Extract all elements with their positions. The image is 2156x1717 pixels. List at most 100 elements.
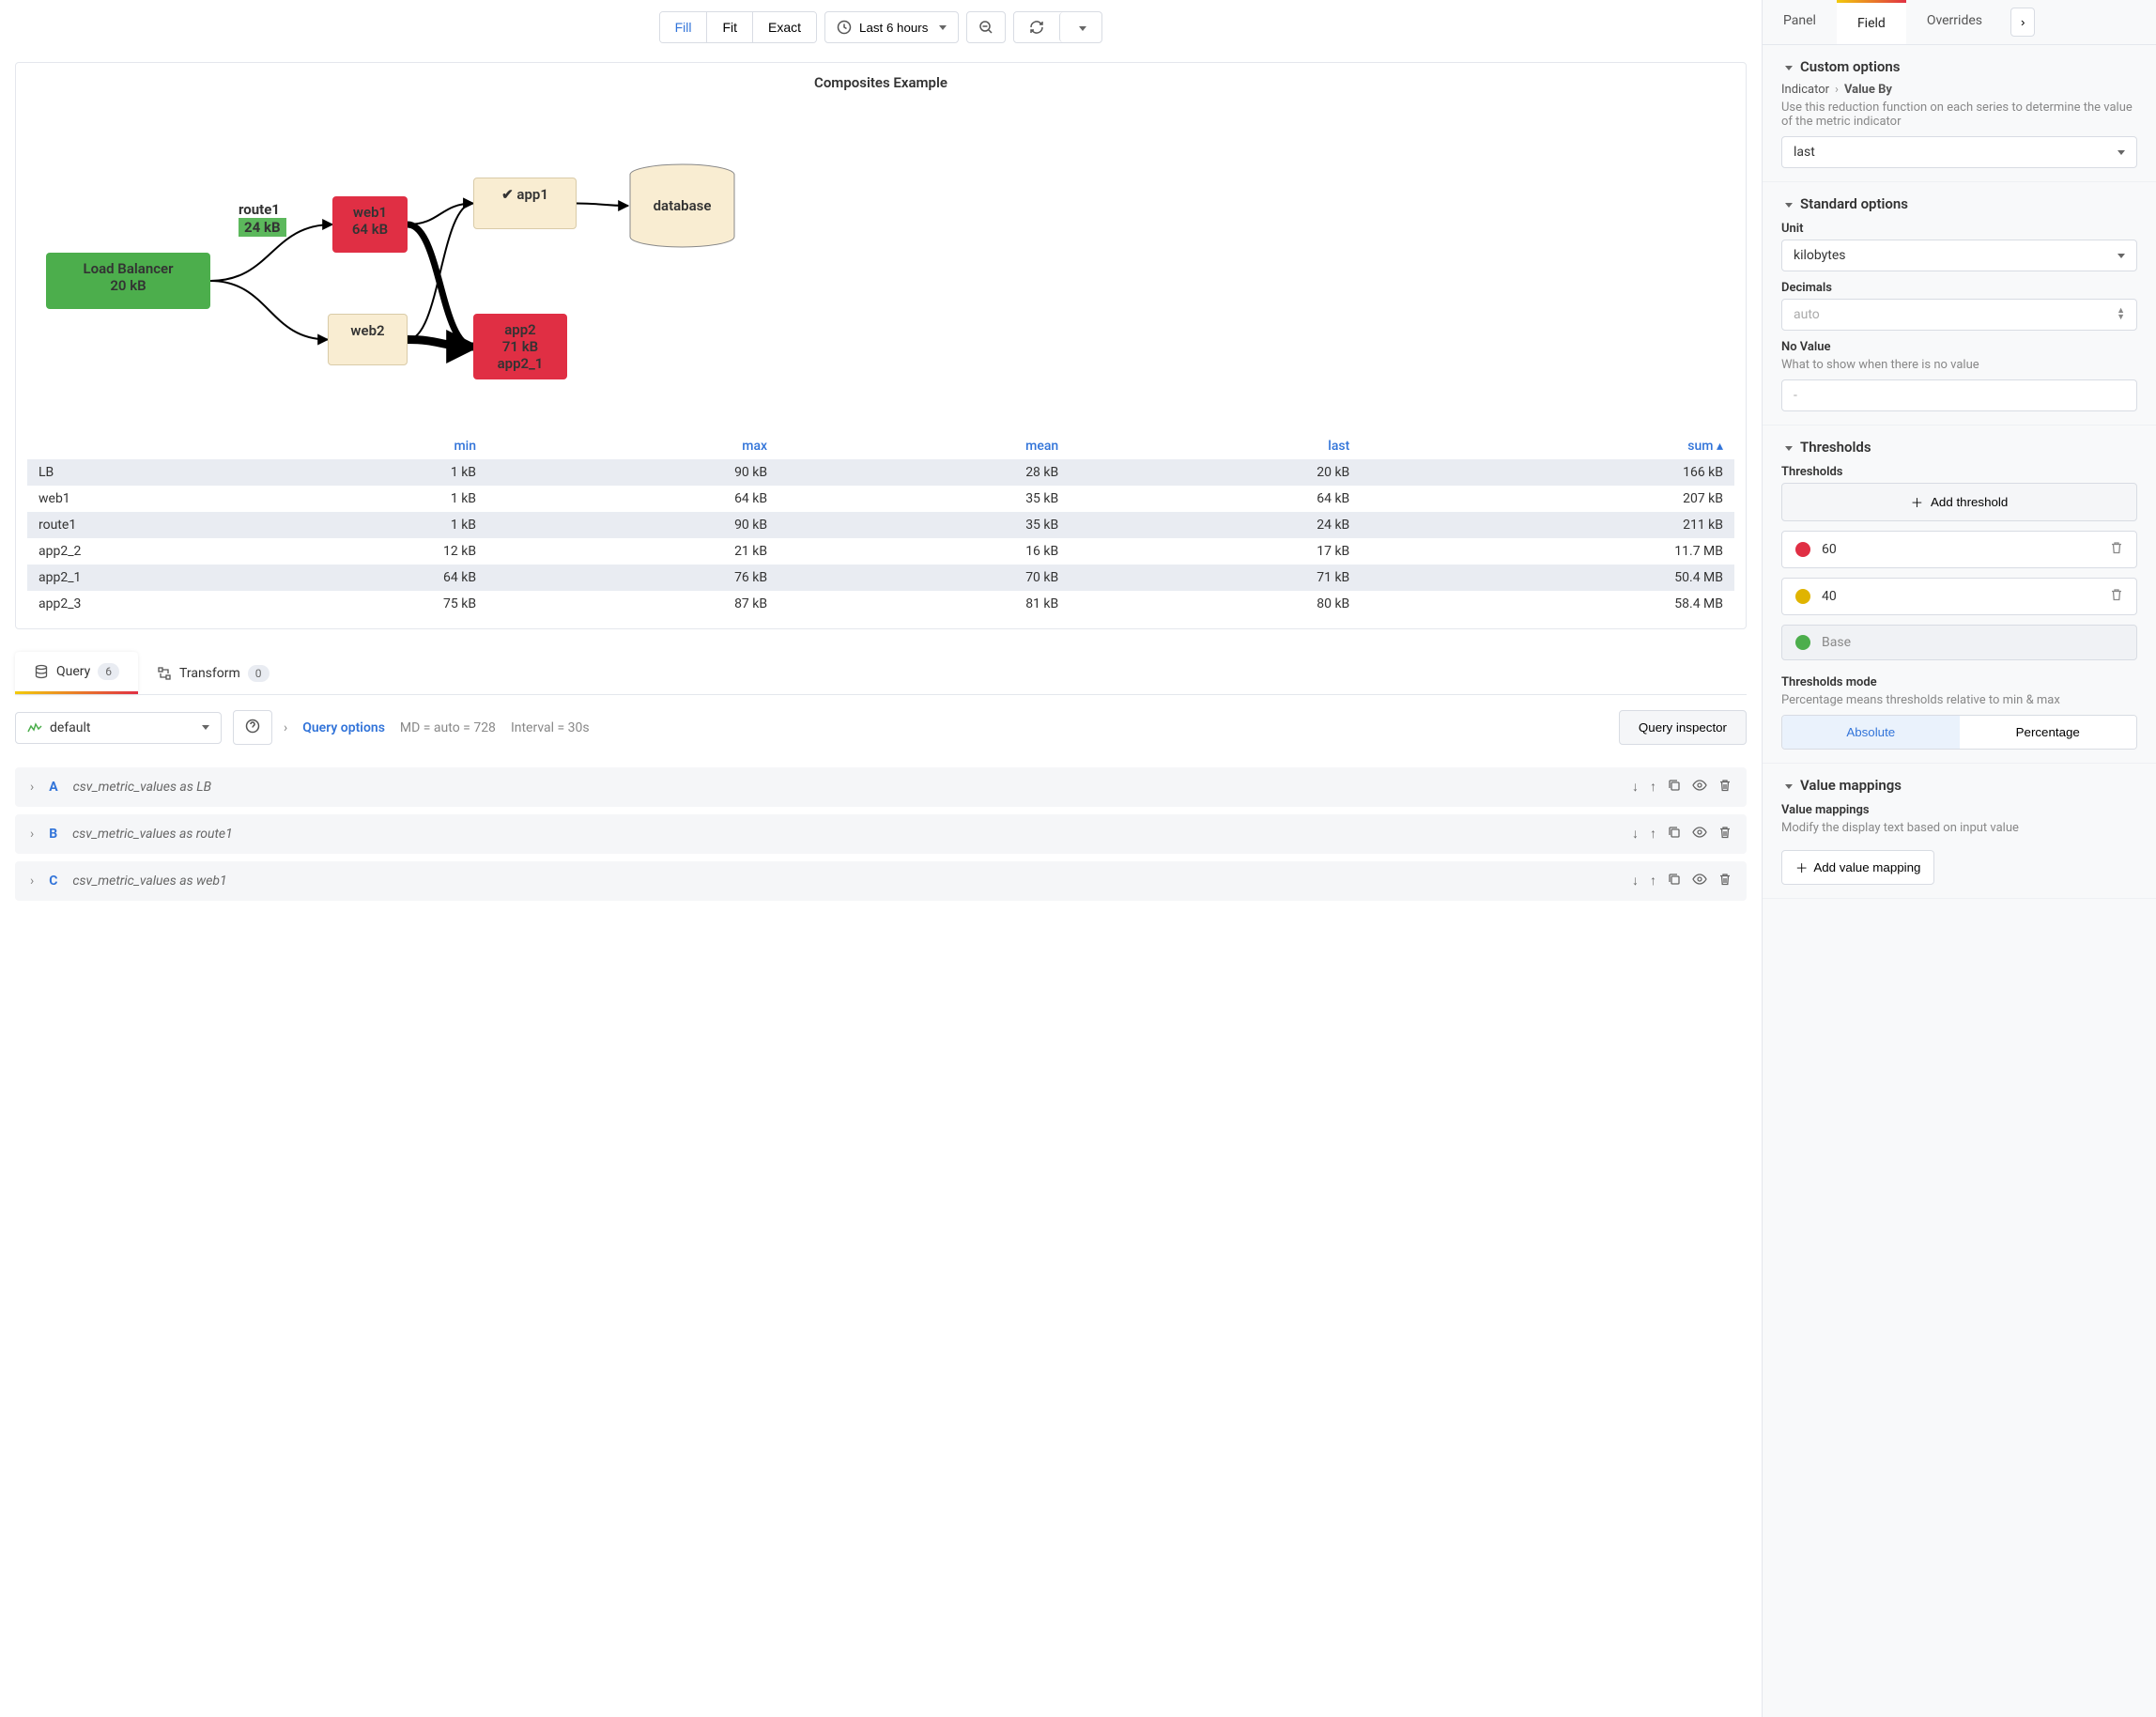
select-value: last [1794,145,1815,160]
chevron-down-icon [1781,58,1793,75]
section-thresholds[interactable]: Thresholds [1781,439,2137,456]
threshold-value: 40 [1822,589,1837,604]
move-down-icon[interactable]: ↓ [1632,779,1639,796]
section-standard-options[interactable]: Standard options [1781,195,2137,212]
tab-query[interactable]: Query 6 [15,652,138,694]
threshold-item[interactable]: Base [1781,625,2137,660]
button-label: Add value mapping [1813,860,1920,874]
move-down-icon[interactable]: ↓ [1632,826,1639,843]
threshold-color-dot[interactable] [1795,542,1810,557]
eye-icon[interactable] [1692,873,1707,889]
field-help: What to show when there is no value [1781,358,2137,372]
query-name: csv_metric_values as route1 [72,827,1617,842]
panel-title: Composites Example [27,74,1734,91]
datasource-select[interactable]: default [15,712,222,744]
section-custom-options[interactable]: Custom options [1781,58,2137,75]
section-title: Value mappings [1800,777,1902,794]
copy-icon[interactable] [1668,873,1681,889]
stepper-icon[interactable]: ▲▼ [2117,308,2125,321]
chevron-right-icon[interactable]: › [30,874,34,889]
query-row-A[interactable]: ›Acsv_metric_values as LB↓↑ [15,767,1747,807]
mode-absolute-button[interactable]: Absolute [1782,716,1960,749]
eye-icon[interactable] [1692,779,1707,796]
chevron-right-icon[interactable]: › [30,827,34,842]
stats-col-sum[interactable]: sum ▴ [1361,433,1734,459]
novalue-input[interactable]: - [1781,379,2137,411]
threshold-mode-toggle: Absolute Percentage [1781,715,2137,750]
tab-transform[interactable]: Transform 0 [138,652,288,694]
threshold-color-dot[interactable] [1795,635,1810,650]
node-app1: ✔ app1 [473,178,577,229]
datasource-help-button[interactable] [233,710,272,745]
stats-col-min[interactable]: min [196,433,487,459]
view-fill-button[interactable]: Fill [660,12,708,42]
trash-icon[interactable] [2110,541,2123,558]
view-exact-button[interactable]: Exact [753,12,816,42]
add-mapping-button[interactable]: ＋ Add value mapping [1781,850,1934,885]
tab-transform-count: 0 [248,665,270,682]
move-up-icon[interactable]: ↑ [1650,779,1656,796]
trash-icon[interactable] [1718,873,1732,889]
chevron-down-icon [1781,195,1793,212]
field-help: Use this reduction function on each seri… [1781,101,2137,129]
chevron-down-icon [2114,145,2125,160]
mappings-label: Value mappings [1781,803,2137,817]
query-name: csv_metric_values as web1 [72,874,1617,889]
threshold-item[interactable]: 60 [1781,531,2137,568]
unit-select[interactable]: kilobytes [1781,240,2137,271]
stats-col-name[interactable] [27,433,196,459]
query-md: MD = auto = 728 [400,720,496,735]
move-down-icon[interactable]: ↓ [1632,873,1639,889]
threshold-color-dot[interactable] [1795,589,1810,604]
stats-col-last[interactable]: last [1070,433,1361,459]
time-range-button[interactable]: Last 6 hours [824,11,959,43]
zoom-out-button[interactable] [966,11,1006,43]
chevron-right-icon[interactable]: › [284,720,287,735]
transform-icon [157,666,172,681]
thresholds-label: Thresholds [1781,465,2137,479]
move-up-icon[interactable]: ↑ [1650,826,1656,843]
decimals-input[interactable]: auto ▲▼ [1781,299,2137,331]
tab-panel[interactable]: Panel [1763,0,1837,44]
copy-icon[interactable] [1668,826,1681,843]
refresh-interval-button[interactable] [1059,12,1101,42]
zoom-out-icon [978,20,993,35]
query-letter: B [49,827,57,842]
chevron-down-icon [2114,248,2125,263]
add-threshold-button[interactable]: ＋ Add threshold [1781,483,2137,521]
chevron-right-icon[interactable]: › [30,780,34,795]
threshold-item[interactable]: 40 [1781,578,2137,615]
table-row: LB1 kB90 kB28 kB20 kB166 kB [27,459,1734,486]
query-inspector-button[interactable]: Query inspector [1619,710,1747,745]
trash-icon[interactable] [2110,588,2123,605]
node-web2: web2 [328,314,408,365]
stats-col-max[interactable]: max [487,433,778,459]
tab-field[interactable]: Field [1837,0,1906,44]
datasource-icon [27,722,42,734]
refresh-button[interactable] [1014,12,1059,42]
field-help: Percentage means thresholds relative to … [1781,693,2137,707]
mode-percentage-button[interactable]: Percentage [1960,716,2137,749]
section-title: Custom options [1800,58,1900,75]
table-row: app2_164 kB76 kB70 kB71 kB50.4 MB [27,565,1734,591]
sidebar-expand-button[interactable]: › [2010,8,2035,37]
table-row: web11 kB64 kB35 kB64 kB207 kB [27,486,1734,512]
unit-label: Unit [1781,222,2137,236]
view-fit-button[interactable]: Fit [707,12,753,42]
time-range-label: Last 6 hours [859,21,928,35]
eye-icon[interactable] [1692,826,1707,843]
query-options-link[interactable]: Query options [302,720,385,735]
query-row-C[interactable]: ›Ccsv_metric_values as web1↓↑ [15,861,1747,901]
placeholder-text: - [1794,388,1797,403]
tab-overrides[interactable]: Overrides [1906,0,2003,44]
trash-icon[interactable] [1718,779,1732,796]
query-row-B[interactable]: › Bcsv_metric_values as route1 ↓ ↑ [15,814,1747,854]
table-row: route11 kB90 kB35 kB24 kB211 kB [27,512,1734,538]
move-up-icon[interactable]: ↑ [1650,873,1656,889]
trash-icon[interactable] [1718,826,1732,843]
value-by-select[interactable]: last [1781,136,2137,168]
query-letter: A [49,780,57,795]
copy-icon[interactable] [1668,779,1681,796]
section-value-mappings[interactable]: Value mappings [1781,777,2137,794]
stats-col-mean[interactable]: mean [778,433,1070,459]
